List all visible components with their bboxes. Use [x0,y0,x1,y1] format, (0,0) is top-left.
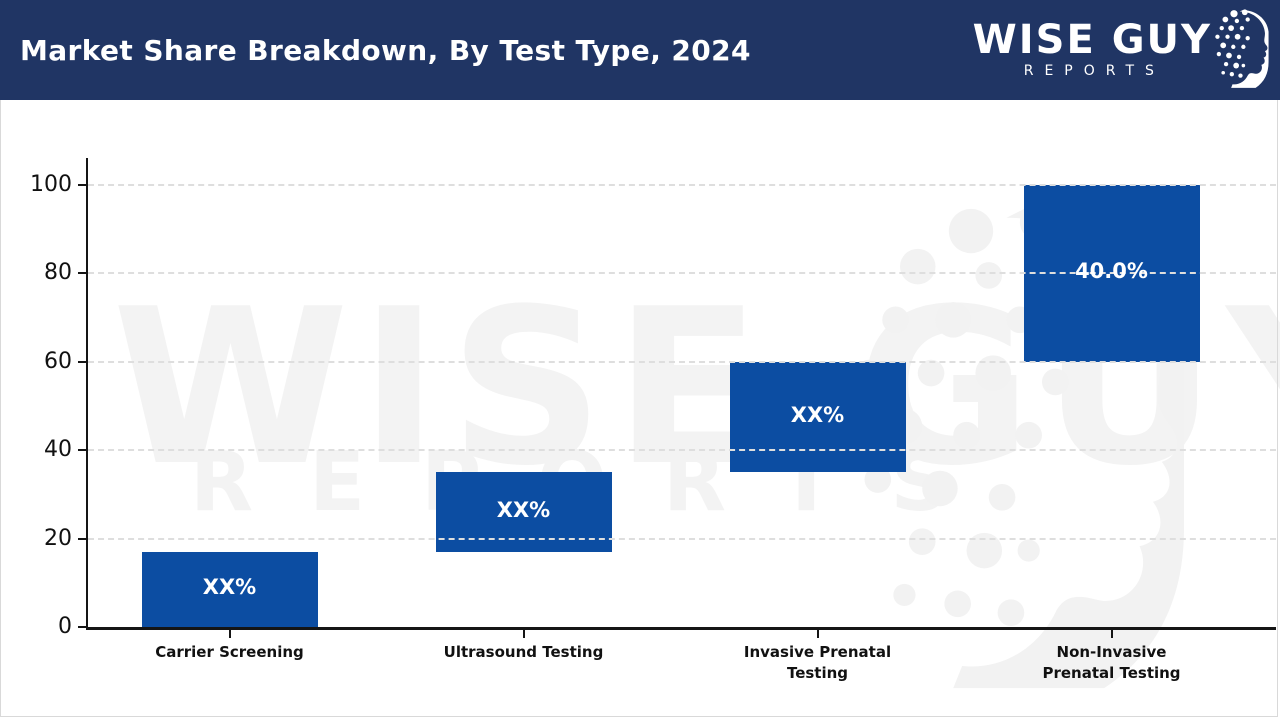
chart-title: Market Share Breakdown, By Test Type, 20… [20,33,751,67]
face-profile-icon [1215,9,1269,88]
bar-value-label: XX% [202,575,257,600]
y-tick-label: 80 [44,260,72,286]
y-tick-mark [78,537,86,540]
header-bar: Market Share Breakdown, By Test Type, 20… [0,0,1280,100]
wise-guy-reports-logo: WISE GUY REPORTS [973,6,1270,92]
x-tick-mark [228,630,231,638]
gridline [88,360,1276,363]
gridline [88,449,1276,452]
logo-text: WISE GUY REPORTS [973,20,1212,79]
y-tick-mark [78,626,86,628]
x-category-label: Carrier Screening [155,643,304,661]
y-tick-label: 100 [30,172,72,197]
x-category-label: Non-Invasive Prenatal Testing [1042,643,1181,682]
y-tick-label: 40 [44,437,72,463]
waterfall-bar [729,361,906,473]
y-tick-mark [78,360,86,363]
gridline [88,184,1276,186]
y-tick-mark [78,184,86,186]
y-tick-label: 0 [58,614,72,639]
x-tick-mark [522,630,525,638]
y-tick-label: 20 [44,525,72,551]
y-tick-mark [78,449,86,452]
x-category-label: Ultrasound Testing [443,643,604,661]
x-category-label: Invasive Prenatal Testing [743,643,892,682]
x-tick-mark [816,630,819,638]
chart-canvas: WISE GUY REPORTS 020406080100XX%Carrier … [0,100,1280,720]
gridline [88,272,1276,275]
y-axis-spine [86,158,88,627]
gridline [88,537,1276,540]
y-tick-mark [78,272,86,275]
bar-value-label: XX% [496,498,551,523]
waterfall-bar [141,551,318,627]
logo-subtext: REPORTS [1023,62,1165,79]
bar-value-label: 40.0% [1075,259,1148,284]
x-tick-mark [1110,630,1113,638]
bar-value-label: XX% [790,403,845,428]
logo-wordmark: WISE GUY [972,16,1212,63]
y-tick-label: 60 [44,348,72,374]
x-axis-line [86,627,1276,630]
